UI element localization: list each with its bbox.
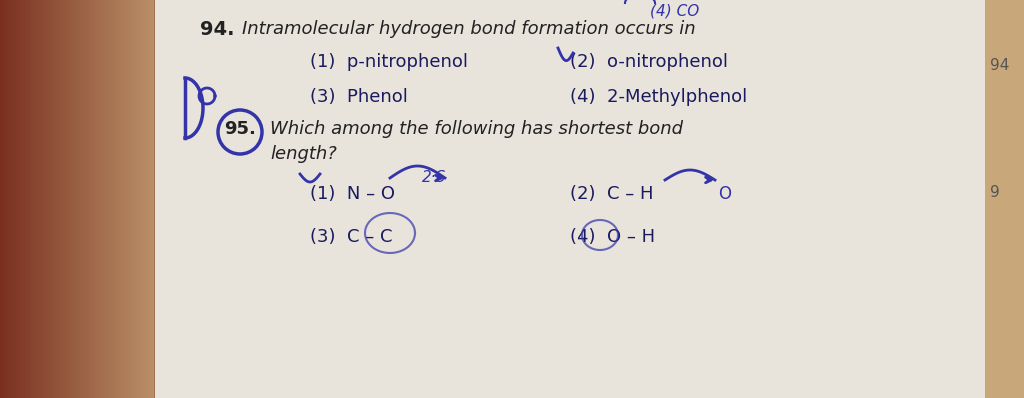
Text: (4) CO: (4) CO (650, 3, 699, 18)
Text: (1)  p-nitrophenol: (1) p-nitrophenol (310, 53, 468, 71)
Text: 94: 94 (990, 58, 1010, 73)
Text: (2)  C – H: (2) C – H (570, 185, 653, 203)
Text: (4)  O – H: (4) O – H (570, 228, 655, 246)
Text: (4)  2-Methylphenol: (4) 2-Methylphenol (570, 88, 748, 106)
FancyBboxPatch shape (155, 0, 985, 398)
Text: 2·S: 2·S (422, 170, 446, 185)
Text: 95.: 95. (224, 120, 256, 138)
Text: O: O (718, 185, 731, 203)
Text: (2)  o-nitrophenol: (2) o-nitrophenol (570, 53, 728, 71)
Text: 9: 9 (990, 185, 999, 200)
Text: Intramolecular hydrogen bond formation occurs in: Intramolecular hydrogen bond formation o… (242, 20, 695, 38)
Text: (1)  N – O: (1) N – O (310, 185, 395, 203)
Text: (3)  Phenol: (3) Phenol (310, 88, 408, 106)
Text: 94.: 94. (200, 20, 234, 39)
Text: (3)  C – C: (3) C – C (310, 228, 392, 246)
Text: length?: length? (270, 145, 337, 163)
FancyBboxPatch shape (985, 0, 1024, 398)
Text: Which among the following has shortest bond: Which among the following has shortest b… (270, 120, 683, 138)
